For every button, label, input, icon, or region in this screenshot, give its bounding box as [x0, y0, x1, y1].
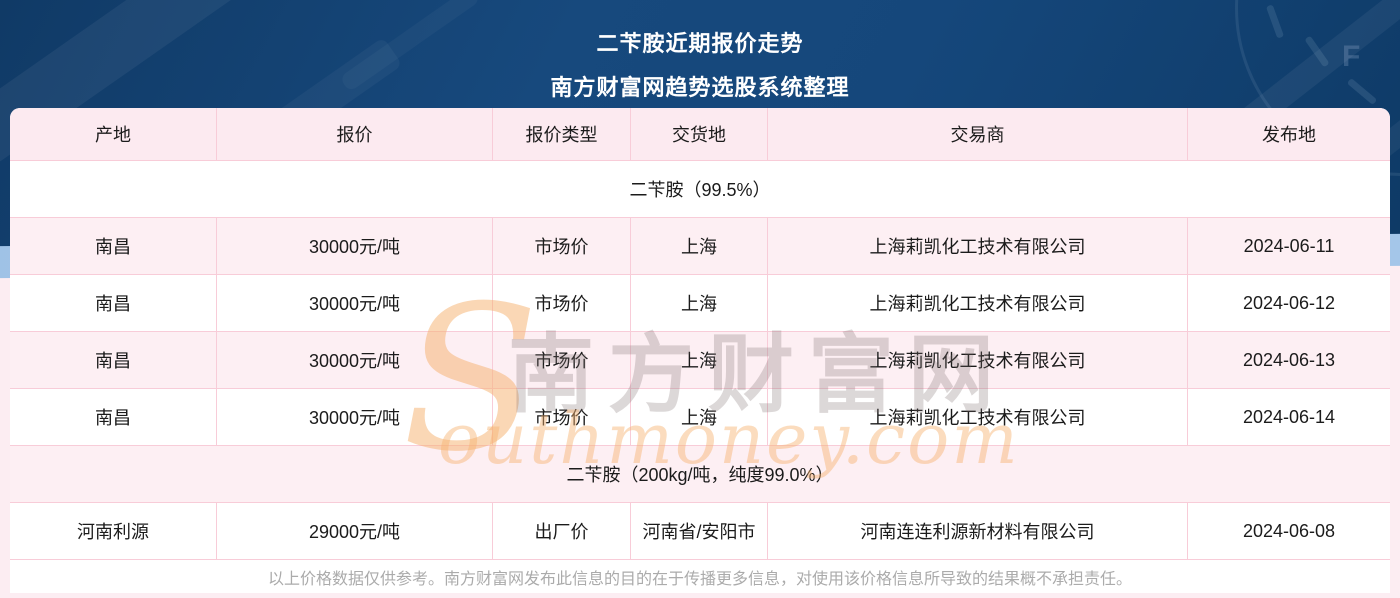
cell-delivery-place: 上海: [630, 332, 767, 388]
table-row: 南昌 30000元/吨 市场价 上海 上海莉凯化工技术有限公司 2024-06-11: [10, 217, 1390, 274]
cell-trader: 上海莉凯化工技术有限公司: [767, 275, 1187, 331]
table-rows-container: 产地 报价 报价类型 交货地 交易商 发布地 二苄胺（99.5%） 南昌 30000元/吨 市场价…: [10, 108, 1390, 559]
cell-publish-date: 2024-06-08: [1187, 503, 1390, 559]
cell-trader: 上海莉凯化工技术有限公司: [767, 218, 1187, 274]
table-row: 南昌 30000元/吨 市场价 上海 上海莉凯化工技术有限公司 2024-06-12: [10, 274, 1390, 331]
cell-publish-date: 2024-06-14: [1187, 389, 1390, 445]
cell-price-type: 市场价: [492, 332, 630, 388]
table-row: 南昌 30000元/吨 市场价 上海 上海莉凯化工技术有限公司 2024-06-14: [10, 388, 1390, 445]
cell-origin: 南昌: [95, 237, 131, 257]
cell-price: 29000元/吨: [216, 503, 492, 559]
section-label-row: 二苄胺（200kg/吨，纯度99.0%）: [10, 445, 1390, 502]
page-subtitle: 南方财富网趋势选股系统整理: [550, 75, 850, 100]
col-header-delivery-place: 交货地: [630, 108, 767, 160]
table-row: 河南利源 29000元/吨 出厂价 河南省/安阳市 河南连连利源新材料有限公司 2024-…: [10, 502, 1390, 559]
col-header-trader: 交易商: [767, 108, 1187, 160]
cell-origin: 南昌: [95, 408, 131, 428]
cell-origin: 南昌: [95, 294, 131, 314]
cell-trader: 河南连连利源新材料有限公司: [767, 503, 1187, 559]
table-header-row: 产地 报价 报价类型 交货地 交易商 发布地: [10, 108, 1390, 160]
cell-price: 30000元/吨: [216, 218, 492, 274]
cell-publish-date: 2024-06-11: [1187, 218, 1390, 274]
section-label-row: 二苄胺（99.5%）: [10, 160, 1390, 217]
cell-publish-date: 2024-06-12: [1187, 275, 1390, 331]
cell-delivery-place: 上海: [630, 389, 767, 445]
cell-origin: 南昌: [95, 351, 131, 371]
cell-price: 30000元/吨: [216, 275, 492, 331]
col-header-price: 报价: [216, 108, 492, 160]
cell-price: 30000元/吨: [216, 389, 492, 445]
disclaimer-footer: 以上价格数据仅供参考。南方财富网发布此信息的目的在于传播更多信息，对使用该价格信…: [10, 559, 1390, 593]
cell-trader: 上海莉凯化工技术有限公司: [767, 332, 1187, 388]
cell-price-type: 出厂价: [492, 503, 630, 559]
cell-price-type: 市场价: [492, 218, 630, 274]
col-header-publish-date: 发布地: [1187, 108, 1390, 160]
cell-delivery-place: 上海: [630, 218, 767, 274]
cell-trader: 上海莉凯化工技术有限公司: [767, 389, 1187, 445]
col-header-origin: 产地: [95, 125, 131, 145]
cell-publish-date: 2024-06-13: [1187, 332, 1390, 388]
cell-delivery-place: 河南省/安阳市: [630, 503, 767, 559]
cell-delivery-place: 上海: [630, 275, 767, 331]
cell-origin: 河南利源: [77, 522, 149, 542]
cell-price: 30000元/吨: [216, 332, 492, 388]
price-quotation-table: 产地 报价 报价类型 交货地 交易商 发布地 二苄胺（99.5%） 南昌 30000元/吨 市场价…: [10, 108, 1390, 593]
table-row: 南昌 30000元/吨 市场价 上海 上海莉凯化工技术有限公司 2024-06-13: [10, 331, 1390, 388]
cell-price-type: 市场价: [492, 275, 630, 331]
gauge-letter: F: [1342, 40, 1361, 73]
title-block: 二苄胺近期报价走势 南方财富网趋势选股系统整理: [0, 0, 1400, 102]
cell-price-type: 市场价: [492, 389, 630, 445]
page-title: 二苄胺近期报价走势: [596, 31, 804, 56]
col-header-price-type: 报价类型: [492, 108, 630, 160]
